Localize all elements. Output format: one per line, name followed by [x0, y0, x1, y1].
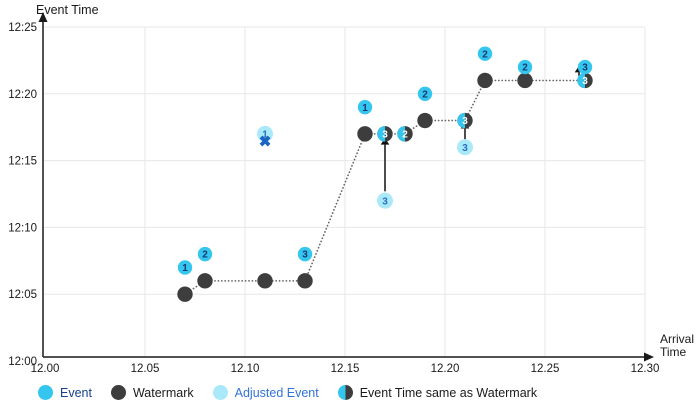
watermark-point [477, 72, 493, 89]
y-tick-label: 12:20 [8, 89, 37, 101]
same-as-watermark-half [457, 112, 465, 129]
point-number: 3 [382, 196, 388, 207]
x-tick-label: 12.15 [331, 363, 360, 375]
event-point [357, 99, 373, 115]
legend-item-event-same-as-watermark: Event Time same as Watermark [337, 385, 538, 400]
point-number: 1 [362, 103, 368, 114]
adjusted-event-point [457, 139, 473, 156]
watermark-point [357, 126, 373, 142]
watermark-point [197, 273, 213, 289]
legend-item-event: Event [38, 385, 92, 400]
point-number: 2 [482, 49, 488, 60]
y-axis-title: Event Time [36, 3, 99, 17]
point-number: 3 [582, 76, 588, 87]
legend: Event Watermark Adjusted Event Event Tim… [38, 385, 537, 400]
watermark-point [297, 273, 313, 289]
y-tick-label: 12:25 [8, 22, 37, 34]
event-point [197, 246, 213, 262]
y-tick-label: 12:15 [8, 156, 37, 168]
point-number: 2 [402, 129, 408, 140]
watermark-point [177, 286, 193, 302]
point-number: 3 [582, 63, 588, 74]
x-axis-arrow-icon [644, 352, 654, 362]
legend-label-watermark: Watermark [132, 385, 194, 400]
x-tick-label: 12.25 [531, 363, 560, 375]
adjusted-event-swatch-icon [212, 385, 228, 400]
same-as-watermark-half [577, 72, 585, 89]
event-swatch-icon [38, 385, 53, 400]
point-number: 3 [382, 129, 388, 140]
event-point [577, 59, 593, 75]
x-tick-label: 12.10 [231, 363, 260, 375]
adjusted-event-point [377, 192, 393, 209]
event-point [477, 46, 493, 61]
legend-label-event: Event [60, 385, 92, 400]
watermark-dotted-line [184, 79, 586, 296]
x-tick-label: 12.00 [31, 363, 60, 375]
x-tick-label: 12.30 [631, 363, 660, 375]
watermark-point [257, 273, 273, 289]
x-tick-label: 12.05 [131, 363, 160, 375]
point-number: 1 [182, 263, 188, 274]
y-tick-label: 12:10 [8, 222, 37, 234]
adjusted-event-point [257, 125, 273, 142]
event-point [177, 260, 193, 275]
event-same-as-watermark-swatch-icon [337, 385, 353, 400]
legend-label-adjusted-event: Adjusted Event [234, 385, 319, 400]
legend-label-event-same-as-watermark: Event Time same as Watermark [359, 385, 538, 400]
watermark-point [417, 112, 433, 129]
y-axis-arrow-icon [38, 12, 48, 22]
legend-item-watermark: Watermark [110, 385, 194, 400]
legend-item-adjusted-event: Adjusted Event [212, 385, 319, 400]
event-point [417, 86, 433, 102]
watermark-point [517, 72, 533, 89]
point-number: 3 [462, 143, 468, 154]
point-number: 2 [202, 250, 208, 261]
point-number: 3 [302, 250, 308, 261]
dropped-event-x-icon: ✖ [259, 134, 272, 151]
same-as-watermark-half [397, 126, 405, 142]
event-point [297, 246, 313, 262]
event-point [517, 59, 533, 75]
same-as-watermark-half [377, 126, 385, 142]
watermark-swatch-icon [110, 385, 126, 400]
x-tick-label: 12.20 [431, 363, 460, 375]
point-number: 2 [522, 63, 528, 74]
point-number: 1 [262, 129, 268, 140]
x-axis-title: Arrival Time [660, 332, 695, 359]
point-number: 2 [422, 89, 428, 100]
y-tick-label: 12:05 [8, 289, 37, 301]
y-tick-label: 12:00 [8, 356, 37, 368]
point-number: 3 [462, 116, 468, 127]
